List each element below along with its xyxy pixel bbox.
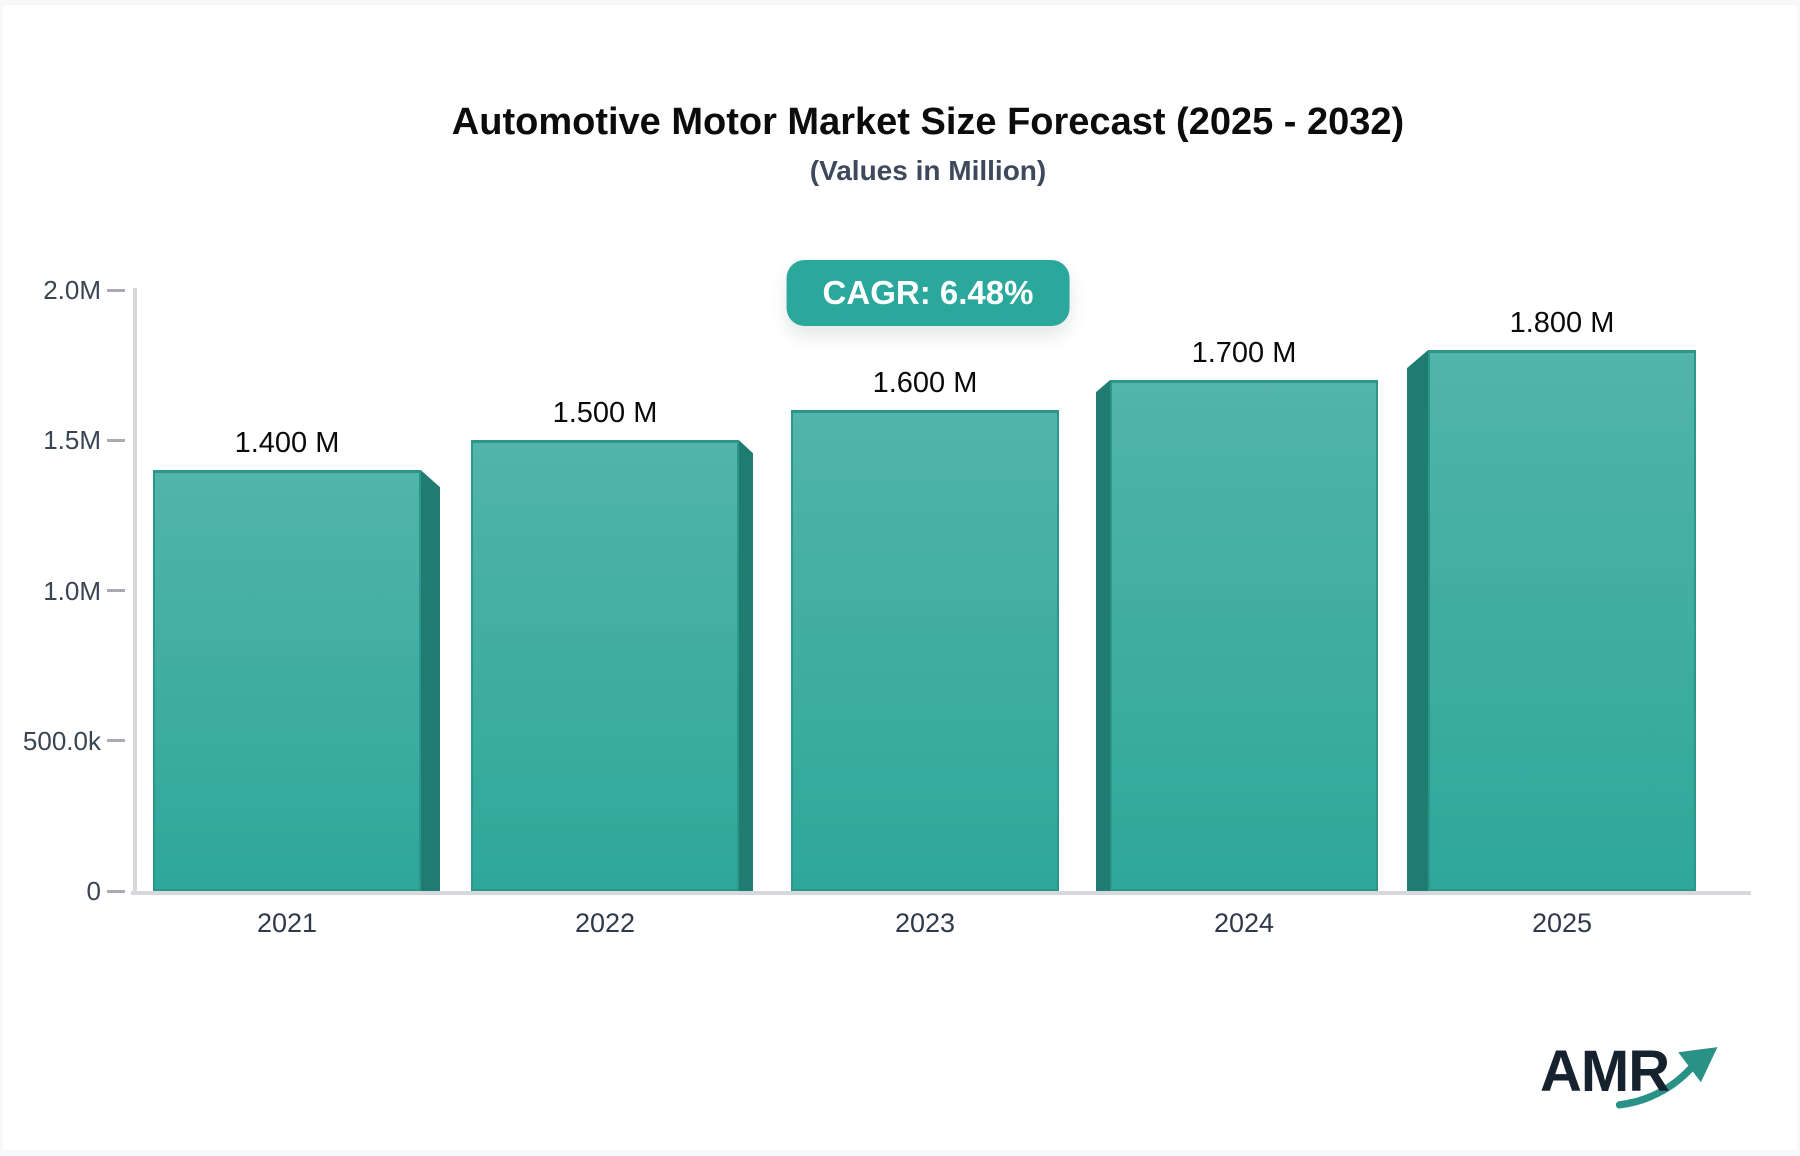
cagr-badge: CAGR: 6.48% [786, 260, 1070, 326]
y-axis-tick-mark [107, 589, 125, 592]
bar-value-label: 1.400 M [234, 427, 340, 460]
bar-2022 [471, 440, 739, 891]
chart-title: Automotive Motor Market Size Forecast (2… [451, 101, 1405, 143]
x-axis-line [131, 891, 1751, 895]
x-axis-label-2024: 2024 [1213, 908, 1275, 938]
bar-value-label: 1.800 M [1509, 307, 1615, 340]
x-axis-label-2021: 2021 [256, 908, 318, 938]
chart-card: Automotive Motor Market Size Forecast (2… [3, 5, 1797, 1150]
y-axis-tick-label: 0 [86, 876, 101, 906]
bar-2021 [153, 470, 421, 891]
bar-2025 [1428, 350, 1696, 891]
amr-logo-text: AMR [1540, 1039, 1670, 1104]
chart-subtitle: (Values in Million) [809, 155, 1047, 186]
y-axis-tick-mark [107, 889, 125, 893]
x-axis-label-2022: 2022 [574, 908, 636, 938]
bar-3d-side-2025 [1407, 350, 1428, 891]
y-axis-tick-label: 2.0M [43, 275, 101, 305]
y-axis-line [133, 288, 137, 895]
bar-2024 [1110, 380, 1378, 891]
bar-3d-side-2021 [421, 470, 440, 891]
bar-2023 [791, 410, 1059, 891]
bar-3d-side-2024 [1096, 380, 1110, 891]
x-axis-label-2023: 2023 [894, 908, 956, 938]
y-axis-tick-label: 1.5M [43, 425, 101, 456]
y-axis-tick-label: 500.0k [22, 725, 101, 756]
bar-value-label: 1.500 M [552, 397, 658, 430]
y-axis-tick-mark [107, 438, 125, 442]
bar-value-label: 1.700 M [1191, 337, 1297, 370]
amr-logo: AMR [1533, 1035, 1743, 1115]
bar-value-label: 1.600 M [872, 367, 978, 400]
growth-arrow-icon [1615, 1047, 1718, 1109]
x-axis-label-2025: 2025 [1531, 908, 1593, 938]
bar-3d-side-2022 [739, 440, 753, 891]
y-axis-tick-label: 1.0M [43, 575, 101, 606]
y-axis-tick-mark [107, 288, 125, 292]
y-axis-tick-mark [107, 739, 125, 743]
